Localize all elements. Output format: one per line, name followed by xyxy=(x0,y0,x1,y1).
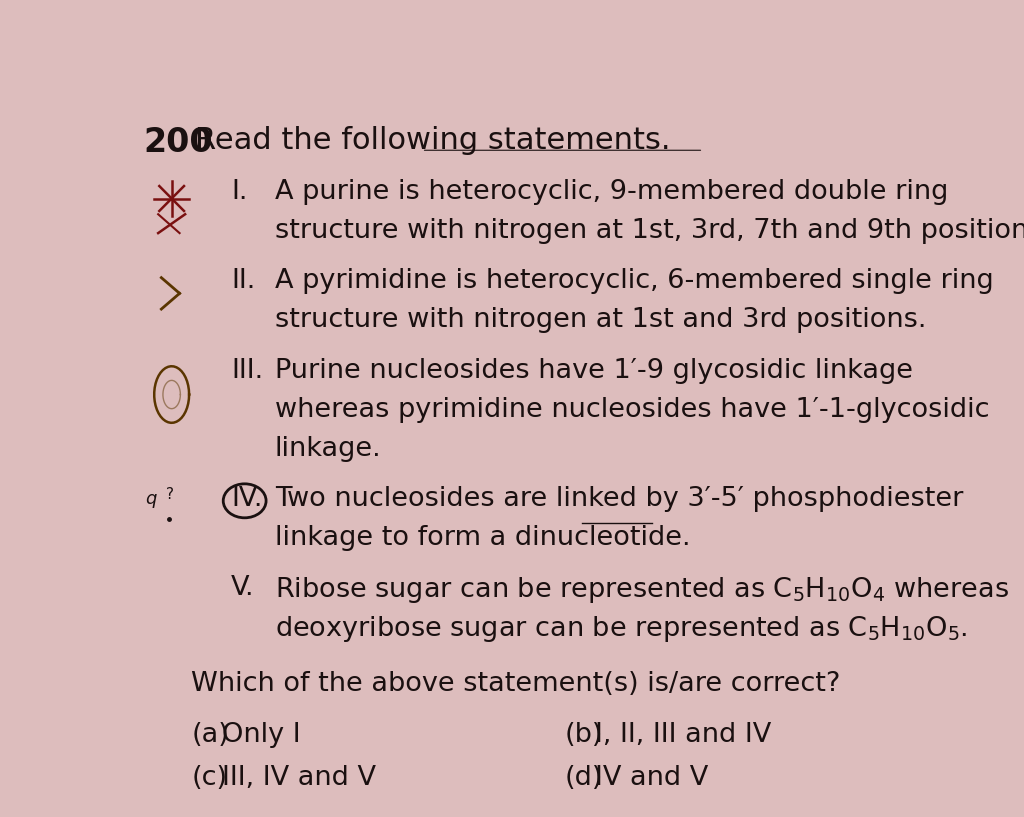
Text: IV and V: IV and V xyxy=(595,765,708,791)
Text: (c): (c) xyxy=(191,765,227,791)
Text: 200: 200 xyxy=(143,127,213,159)
Text: (d): (d) xyxy=(564,765,603,791)
Text: II.: II. xyxy=(231,268,255,294)
Text: I.: I. xyxy=(231,179,248,205)
Text: I, II, III and IV: I, II, III and IV xyxy=(595,721,771,748)
Text: linkage.: linkage. xyxy=(274,435,382,462)
Text: (b): (b) xyxy=(564,721,603,748)
Text: A purine is heterocyclic, 9-membered double ring: A purine is heterocyclic, 9-membered dou… xyxy=(274,179,948,205)
Text: Only I: Only I xyxy=(221,721,300,748)
Text: Read the following statements.: Read the following statements. xyxy=(196,127,671,155)
Text: q: q xyxy=(145,490,157,508)
Text: (a): (a) xyxy=(191,721,229,748)
Text: Two nucleosides are linked by 3′-5′ phosphodiester: Two nucleosides are linked by 3′-5′ phos… xyxy=(274,486,964,512)
Text: IV.: IV. xyxy=(231,486,262,512)
Text: structure with nitrogen at 1st, 3rd, 7th and 9th positions.: structure with nitrogen at 1st, 3rd, 7th… xyxy=(274,218,1024,244)
Text: Ribose sugar can be represented as C$_5$H$_{10}$O$_4$ whereas: Ribose sugar can be represented as C$_5$… xyxy=(274,575,1009,605)
Text: Purine nucleosides have 1′-9 glycosidic linkage: Purine nucleosides have 1′-9 glycosidic … xyxy=(274,358,912,384)
Text: A pyrimidine is heterocyclic, 6-membered single ring: A pyrimidine is heterocyclic, 6-membered… xyxy=(274,268,993,294)
Text: structure with nitrogen at 1st and 3rd positions.: structure with nitrogen at 1st and 3rd p… xyxy=(274,307,926,333)
Text: deoxyribose sugar can be represented as C$_5$H$_{10}$O$_5$.: deoxyribose sugar can be represented as … xyxy=(274,614,968,645)
Text: ?: ? xyxy=(166,487,174,502)
Text: whereas pyrimidine nucleosides have 1′-1-glycosidic: whereas pyrimidine nucleosides have 1′-1… xyxy=(274,397,989,422)
Text: linkage to form a dinucleotide.: linkage to form a dinucleotide. xyxy=(274,525,690,551)
Text: V.: V. xyxy=(231,575,255,601)
Text: III.: III. xyxy=(231,358,263,384)
Text: Which of the above statement(s) is/are correct?: Which of the above statement(s) is/are c… xyxy=(191,671,841,697)
Text: III, IV and V: III, IV and V xyxy=(221,765,376,791)
